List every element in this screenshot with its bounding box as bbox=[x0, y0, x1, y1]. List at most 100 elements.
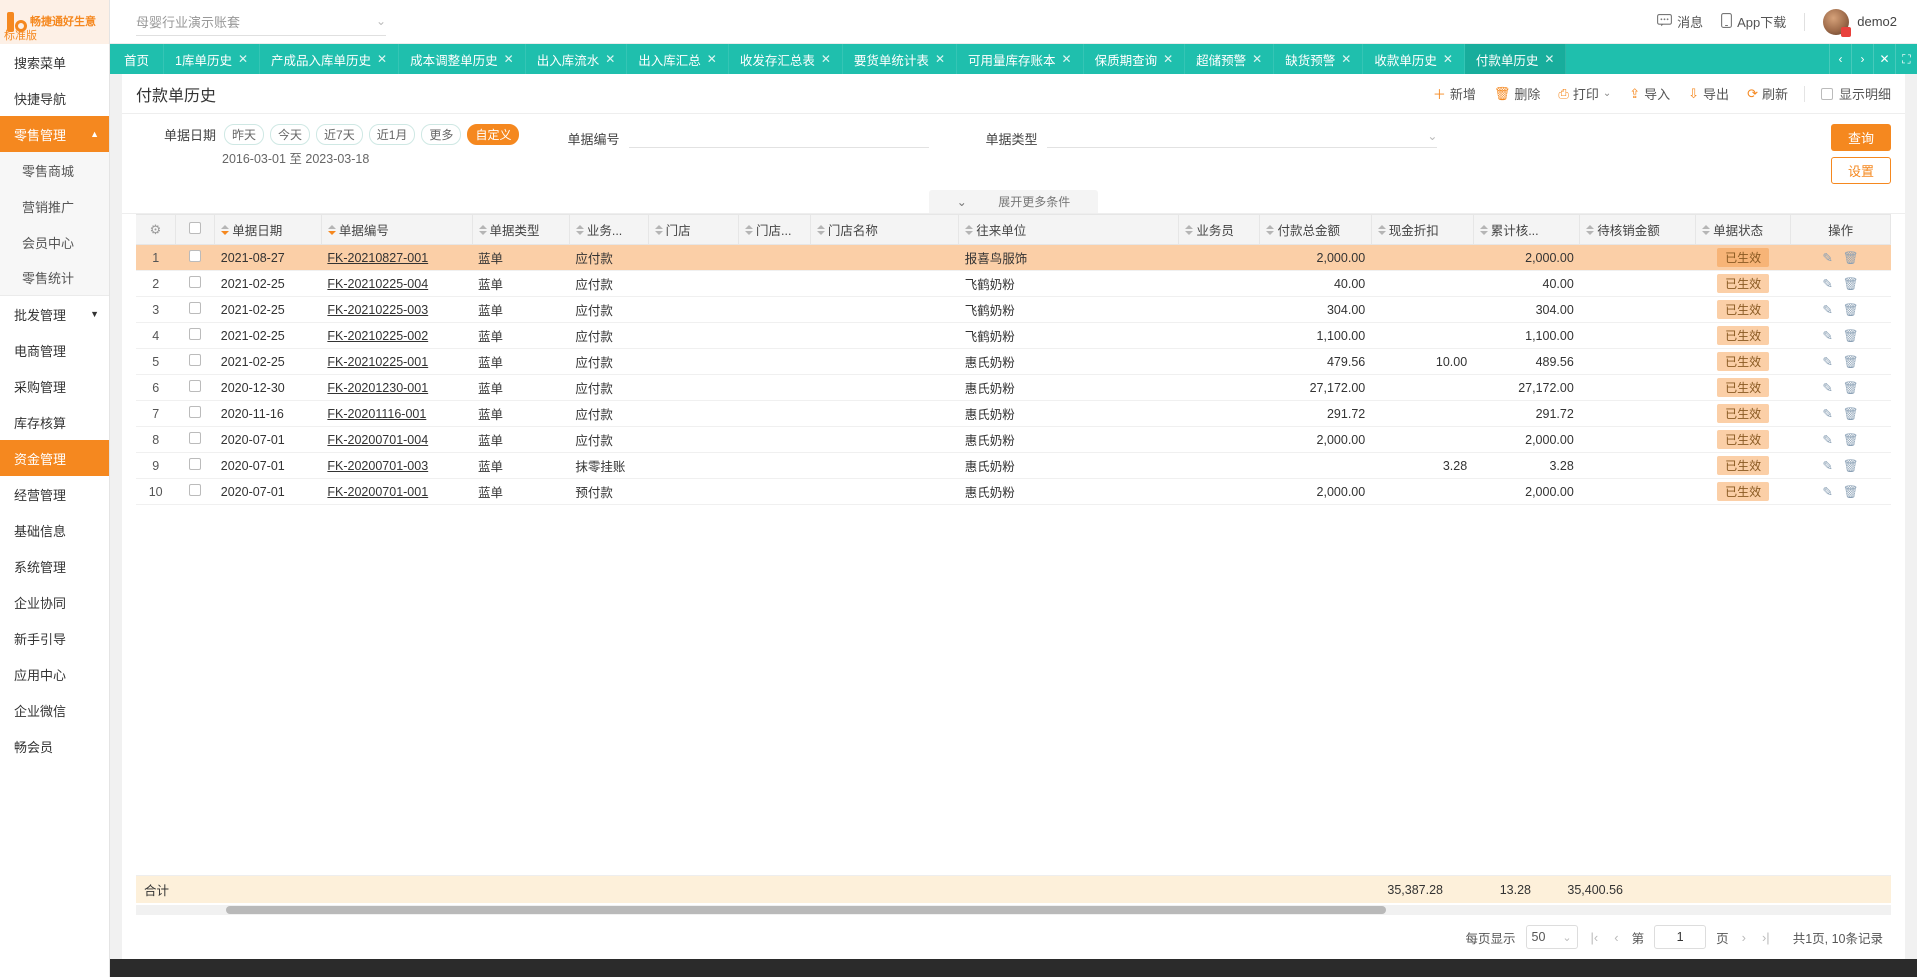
row-checkbox[interactable] bbox=[175, 296, 215, 323]
doc-number-link[interactable]: FK-20210827-001 bbox=[327, 250, 429, 265]
doc-number-link[interactable]: FK-20210225-002 bbox=[327, 328, 429, 343]
sidebar-item-15[interactable]: 企业协同 bbox=[0, 584, 109, 620]
close-icon[interactable]: ✕ bbox=[1163, 52, 1174, 66]
tab-2[interactable]: 产成品入库单历史 ✕ bbox=[260, 44, 400, 74]
doc-number-link[interactable]: FK-20200701-001 bbox=[327, 484, 429, 499]
table-row[interactable]: 7 2020-11-16 FK-20201116-001 蓝单 应付款 惠氏奶粉 291.7… bbox=[136, 400, 1891, 427]
horizontal-scrollbar[interactable] bbox=[136, 905, 1891, 915]
row-checkbox[interactable] bbox=[175, 452, 215, 479]
col-header-status[interactable]: 单据状态 bbox=[1695, 214, 1792, 245]
tab-0[interactable]: 首页 bbox=[110, 44, 165, 74]
row-checkbox[interactable] bbox=[175, 478, 215, 505]
row-checkbox-box[interactable] bbox=[189, 432, 202, 444]
sort-icon[interactable] bbox=[1479, 225, 1488, 235]
sort-icon[interactable] bbox=[654, 225, 663, 235]
per-page-select[interactable]: 50 ⌄ bbox=[1525, 925, 1578, 949]
close-icon[interactable]: ✕ bbox=[706, 52, 717, 66]
action-button-1[interactable]: 🗑 删除 bbox=[1494, 84, 1541, 103]
sort-icon[interactable] bbox=[221, 225, 230, 235]
last-page-button[interactable]: ›| bbox=[1761, 929, 1770, 945]
tab-10[interactable]: 超储预警 ✕ bbox=[1185, 44, 1275, 74]
sidebar-item-3[interactable]: 零售商城 bbox=[0, 152, 109, 188]
show-detail-toggle[interactable]: 显示明细 bbox=[1820, 84, 1891, 103]
col-header-amount[interactable]: 付款总金额 bbox=[1259, 214, 1372, 245]
action-button-4[interactable]: ⇩ 导出 bbox=[1688, 84, 1729, 103]
delete-icon[interactable]: 🗑 bbox=[1842, 406, 1859, 421]
row-checkbox-box[interactable] bbox=[189, 380, 202, 392]
delete-icon[interactable]: 🗑 bbox=[1842, 380, 1859, 395]
col-header-clerk[interactable]: 业务员 bbox=[1178, 214, 1261, 245]
table-row[interactable]: 5 2021-02-25 FK-20210225-001 蓝单 应付款 惠氏奶粉 479.5… bbox=[136, 348, 1891, 375]
date-pill-3[interactable]: 近1月 bbox=[368, 124, 416, 145]
row-checkbox-box[interactable] bbox=[189, 458, 202, 470]
sidebar-item-19[interactable]: 畅会员 bbox=[0, 728, 109, 764]
tab-fullscreen-icon[interactable]: ⛶ bbox=[1895, 44, 1917, 74]
edit-icon[interactable]: ✎ bbox=[1822, 432, 1833, 447]
sidebar-item-5[interactable]: 会员中心 bbox=[0, 224, 109, 260]
tab-11[interactable]: 缺货预警 ✕ bbox=[1274, 44, 1364, 74]
sidebar-item-17[interactable]: 应用中心 bbox=[0, 656, 109, 692]
edit-icon[interactable]: ✎ bbox=[1822, 302, 1833, 317]
col-header-storename[interactable]: 门店名称 bbox=[810, 214, 960, 245]
sidebar-item-9[interactable]: 采购管理 bbox=[0, 368, 109, 404]
gear-icon[interactable]: ⚙ bbox=[149, 221, 162, 237]
select-all-checkbox[interactable] bbox=[189, 222, 202, 234]
sort-icon[interactable] bbox=[478, 225, 487, 235]
sort-icon[interactable] bbox=[745, 225, 754, 235]
edit-icon[interactable]: ✎ bbox=[1822, 354, 1833, 369]
chevron-down-icon[interactable]: ⌄ bbox=[1602, 88, 1612, 99]
row-checkbox[interactable] bbox=[175, 374, 215, 401]
add-button[interactable]: ＋新增 bbox=[1433, 84, 1476, 103]
delete-icon[interactable]: 🗑 bbox=[1842, 328, 1859, 343]
col-header-partner[interactable]: 往来单位 bbox=[958, 214, 1180, 245]
col-header-biztype[interactable]: 业务... bbox=[569, 214, 649, 245]
table-row[interactable]: 10 2020-07-01 FK-20200701-001 蓝单 预付款 惠氏奶粉 2,00… bbox=[136, 478, 1891, 505]
close-icon[interactable]: ✕ bbox=[1252, 52, 1263, 66]
sidebar-item-4[interactable]: 营销推广 bbox=[0, 188, 109, 224]
sidebar-item-13[interactable]: 基础信息 bbox=[0, 512, 109, 548]
edit-icon[interactable]: ✎ bbox=[1822, 458, 1833, 473]
close-icon[interactable]: ✕ bbox=[237, 52, 249, 66]
prev-page-button[interactable]: ‹ bbox=[1614, 929, 1619, 945]
doc-number-link[interactable]: FK-20201230-001 bbox=[327, 380, 429, 395]
edit-icon[interactable]: ✎ bbox=[1822, 250, 1833, 265]
sidebar-item-11[interactable]: 资金管理 bbox=[0, 440, 109, 476]
sidebar-item-8[interactable]: 电商管理 bbox=[0, 332, 109, 368]
row-checkbox-box[interactable] bbox=[189, 484, 202, 496]
sidebar-item-18[interactable]: 企业微信 bbox=[0, 692, 109, 728]
col-header-verified[interactable]: 累计核... bbox=[1473, 214, 1581, 245]
doc-number-link[interactable]: FK-20210225-003 bbox=[327, 302, 429, 317]
page-input[interactable] bbox=[1654, 925, 1707, 949]
close-icon[interactable]: ✕ bbox=[503, 52, 514, 66]
table-row[interactable]: 9 2020-07-01 FK-20200701-003 蓝单 抹零挂账 惠氏奶粉 3.28… bbox=[136, 452, 1891, 479]
row-checkbox[interactable] bbox=[175, 426, 215, 453]
doc-number-link[interactable]: FK-20210225-001 bbox=[327, 354, 429, 369]
delete-icon[interactable]: 🗑 bbox=[1842, 484, 1859, 499]
close-icon[interactable]: ✕ bbox=[605, 52, 616, 66]
delete-icon[interactable]: 🗑 bbox=[1842, 354, 1859, 369]
doc-no-input[interactable] bbox=[629, 124, 930, 148]
date-pill-5[interactable]: 自定义 bbox=[467, 124, 520, 145]
expand-more-conditions[interactable]: ⌄ 展开更多条件 bbox=[928, 190, 1099, 213]
delete-icon[interactable]: 🗑 bbox=[1842, 432, 1859, 447]
sort-icon[interactable] bbox=[1586, 225, 1595, 235]
sidebar-item-12[interactable]: 经营管理 bbox=[0, 476, 109, 512]
tab-4[interactable]: 出入库流水 ✕ bbox=[526, 44, 628, 74]
sort-icon[interactable] bbox=[575, 225, 584, 235]
sidebar-item-6[interactable]: 零售统计 bbox=[0, 260, 109, 296]
date-pill-0[interactable]: 昨天 bbox=[224, 124, 265, 145]
settings-button[interactable]: 设置 bbox=[1830, 157, 1891, 184]
edit-icon[interactable]: ✎ bbox=[1822, 276, 1833, 291]
col-header-store2[interactable]: 门店... bbox=[738, 214, 811, 245]
sort-icon[interactable] bbox=[327, 225, 336, 235]
sidebar-item-16[interactable]: 新手引导 bbox=[0, 620, 109, 656]
close-icon[interactable]: ✕ bbox=[1544, 52, 1555, 66]
edit-icon[interactable]: ✎ bbox=[1822, 380, 1833, 395]
close-icon[interactable]: ✕ bbox=[1442, 52, 1453, 66]
sidebar-item-2[interactable]: 零售管理 ▲ bbox=[0, 116, 109, 152]
close-icon[interactable]: ✕ bbox=[1341, 52, 1352, 66]
row-checkbox-box[interactable] bbox=[189, 250, 202, 262]
delete-icon[interactable]: 🗑 bbox=[1842, 276, 1859, 291]
col-header-date[interactable]: 单据日期 bbox=[214, 214, 322, 245]
row-checkbox-box[interactable] bbox=[189, 302, 202, 314]
